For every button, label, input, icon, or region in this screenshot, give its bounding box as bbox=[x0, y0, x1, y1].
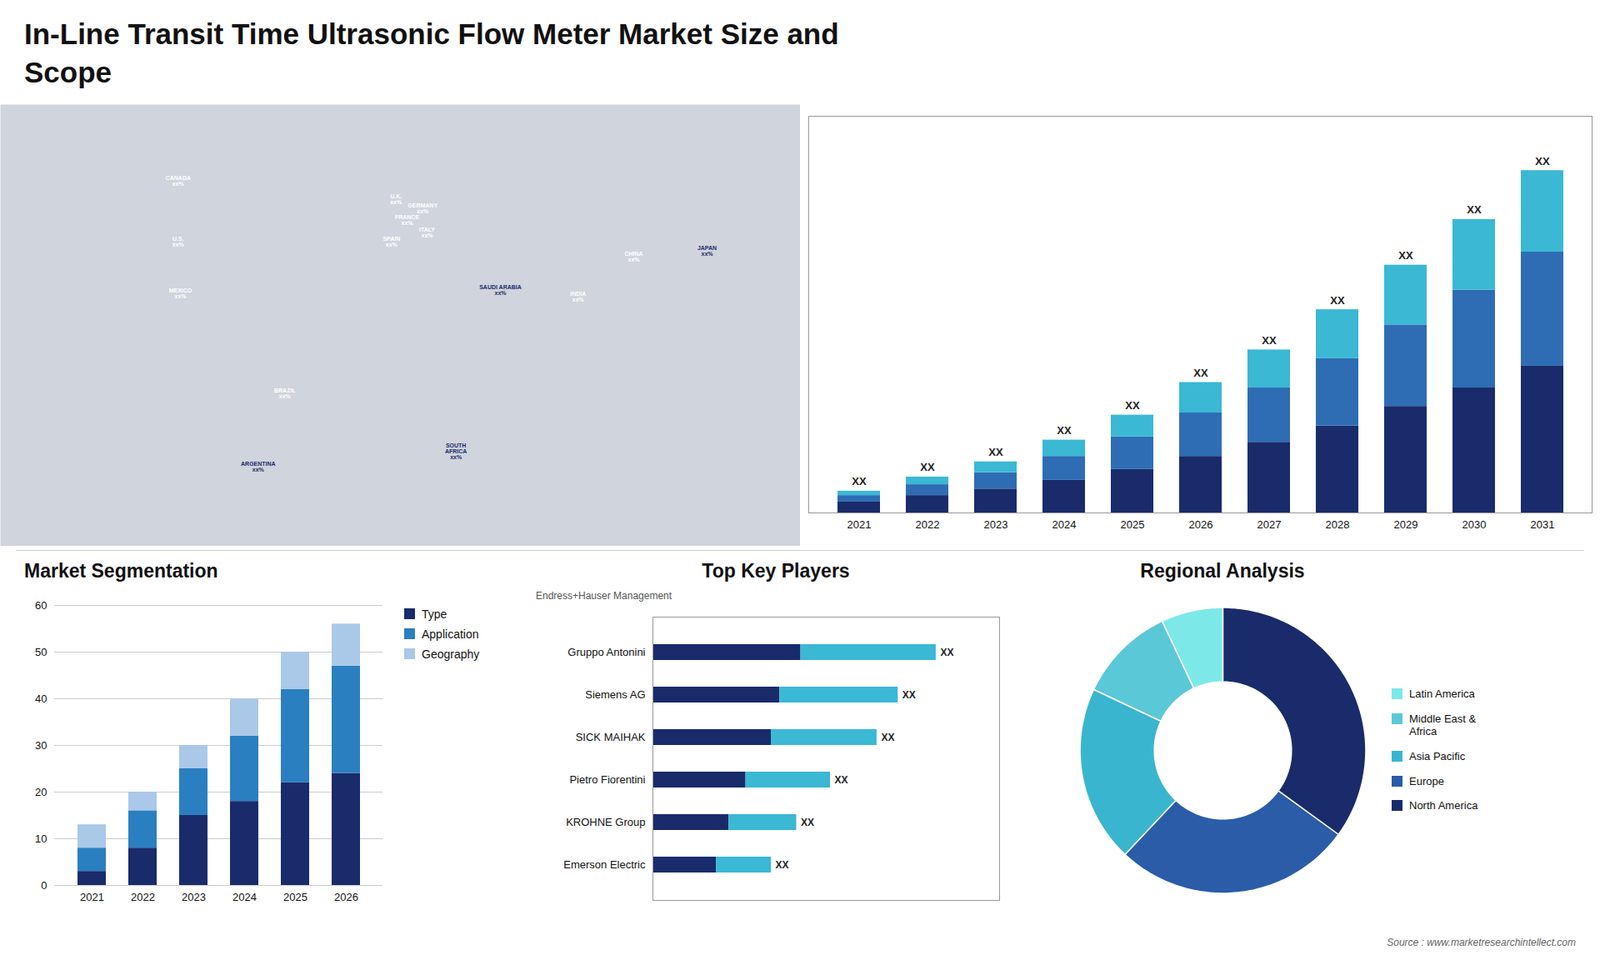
svg-text:2029: 2029 bbox=[1394, 518, 1419, 531]
html-text:Latin America: Latin America bbox=[1409, 687, 1475, 701]
svg-text:2021: 2021 bbox=[847, 518, 872, 531]
svg-text:INDIAxx%: INDIAxx% bbox=[570, 290, 586, 303]
html-text:Type: Type bbox=[421, 607, 447, 621]
svg-text:XX: XX bbox=[880, 731, 895, 744]
svg-text:JAPANxx%: JAPANxx% bbox=[697, 245, 717, 257]
svg-text:30: 30 bbox=[35, 739, 47, 752]
svg-text:XX: XX bbox=[1056, 424, 1072, 437]
svg-text:Emerson Electric: Emerson Electric bbox=[563, 858, 646, 871]
svg-text:0: 0 bbox=[40, 879, 47, 892]
svg-text:2022: 2022 bbox=[915, 518, 940, 531]
svg-text:MEXICOxx%: MEXICOxx% bbox=[169, 287, 193, 300]
svg-text:XX: XX bbox=[1330, 294, 1345, 307]
svg-text:2025: 2025 bbox=[1120, 518, 1145, 531]
svg-text:XX: XX bbox=[1535, 155, 1550, 168]
svg-text:ARGENTINAxx%: ARGENTINAxx% bbox=[240, 460, 276, 473]
svg-text:XX: XX bbox=[940, 646, 954, 659]
html-text:In-Line Transit Time Ultrasoni: In-Line Transit Time Ultrasonic Flow Met… bbox=[24, 17, 839, 88]
svg-text:XX: XX bbox=[1398, 249, 1414, 262]
svg-text:XX: XX bbox=[1125, 399, 1140, 412]
svg-text:XX: XX bbox=[1466, 203, 1482, 216]
html-text:Asia Pacific: Asia Pacific bbox=[1409, 750, 1466, 763]
svg-text:KROHNE Group: KROHNE Group bbox=[565, 815, 645, 829]
html-text:Geography: Geography bbox=[421, 647, 480, 661]
svg-text:SPAINxx%: SPAINxx% bbox=[382, 235, 400, 248]
svg-text:10: 10 bbox=[35, 832, 47, 845]
svg-text:Pietro Fiorentini: Pietro Fiorentini bbox=[569, 773, 645, 786]
html-text:Europe: Europe bbox=[1409, 774, 1445, 788]
svg-text:2025: 2025 bbox=[283, 890, 308, 904]
html-text:Top Key Players: Top Key Players bbox=[702, 560, 850, 582]
svg-text:40: 40 bbox=[35, 692, 47, 705]
html-text:Middle East & Africa: Middle East & Africa bbox=[1409, 712, 1476, 738]
svg-text:2026: 2026 bbox=[334, 890, 359, 904]
svg-text:XX: XX bbox=[902, 689, 916, 701]
html-text:Market Segmentation: Market Segmentation bbox=[24, 560, 218, 582]
svg-text:XX: XX bbox=[851, 475, 867, 488]
svg-text:2030: 2030 bbox=[1462, 518, 1487, 531]
html-text:Regional Analysis: Regional Analysis bbox=[1140, 560, 1305, 582]
svg-text:U.S.xx%: U.S.xx% bbox=[172, 235, 185, 248]
svg-text:FRANCExx%: FRANCExx% bbox=[395, 214, 420, 226]
svg-text:BRAZILxx%: BRAZILxx% bbox=[274, 387, 296, 400]
svg-text:XX: XX bbox=[835, 774, 849, 786]
html-text:Application: Application bbox=[421, 627, 479, 641]
html-text:Endress+Hauser Management: Endress+Hauser Management bbox=[535, 590, 672, 602]
svg-text:20: 20 bbox=[35, 785, 47, 799]
svg-text:50: 50 bbox=[35, 645, 47, 659]
svg-text:2031: 2031 bbox=[1530, 518, 1555, 531]
svg-text:XX: XX bbox=[800, 816, 815, 829]
svg-text:2027: 2027 bbox=[1257, 518, 1282, 531]
svg-text:SICK MAIHAK: SICK MAIHAK bbox=[575, 730, 646, 744]
svg-text:CANADAxx%: CANADAxx% bbox=[165, 175, 191, 187]
svg-text:2024: 2024 bbox=[1052, 518, 1077, 531]
svg-text:XX: XX bbox=[775, 859, 790, 871]
svg-text:2023: 2023 bbox=[181, 890, 206, 904]
svg-text:2023: 2023 bbox=[984, 518, 1009, 531]
svg-text:2021: 2021 bbox=[80, 890, 105, 904]
svg-text:XX: XX bbox=[1261, 334, 1277, 347]
svg-text:60: 60 bbox=[35, 599, 47, 612]
svg-text:CHINAxx%: CHINAxx% bbox=[624, 250, 643, 263]
svg-text:U.K.xx%: U.K.xx% bbox=[390, 193, 403, 205]
html-text:Source : www.marketresearchint: Source : www.marketresearchintellect.com bbox=[1386, 936, 1576, 949]
svg-text:2028: 2028 bbox=[1325, 518, 1350, 531]
html-text:North America: North America bbox=[1409, 799, 1478, 812]
svg-text:ITALYxx%: ITALYxx% bbox=[419, 226, 435, 239]
svg-text:SAUDI ARABIAxx%: SAUDI ARABIAxx% bbox=[479, 284, 522, 296]
svg-text:Gruppo Antonini: Gruppo Antonini bbox=[567, 645, 645, 659]
svg-text:2026: 2026 bbox=[1189, 518, 1214, 531]
svg-text:XX: XX bbox=[1193, 366, 1209, 380]
svg-text:SOUTHAFRICAxx%: SOUTHAFRICAxx% bbox=[445, 442, 467, 460]
svg-text:2024: 2024 bbox=[232, 890, 257, 904]
svg-text:2022: 2022 bbox=[130, 890, 155, 904]
svg-text:XX: XX bbox=[920, 460, 935, 474]
svg-text:Siemens AG: Siemens AG bbox=[585, 688, 645, 701]
svg-text:XX: XX bbox=[988, 445, 1004, 459]
svg-text:GERMANYxx%: GERMANYxx% bbox=[407, 202, 438, 215]
